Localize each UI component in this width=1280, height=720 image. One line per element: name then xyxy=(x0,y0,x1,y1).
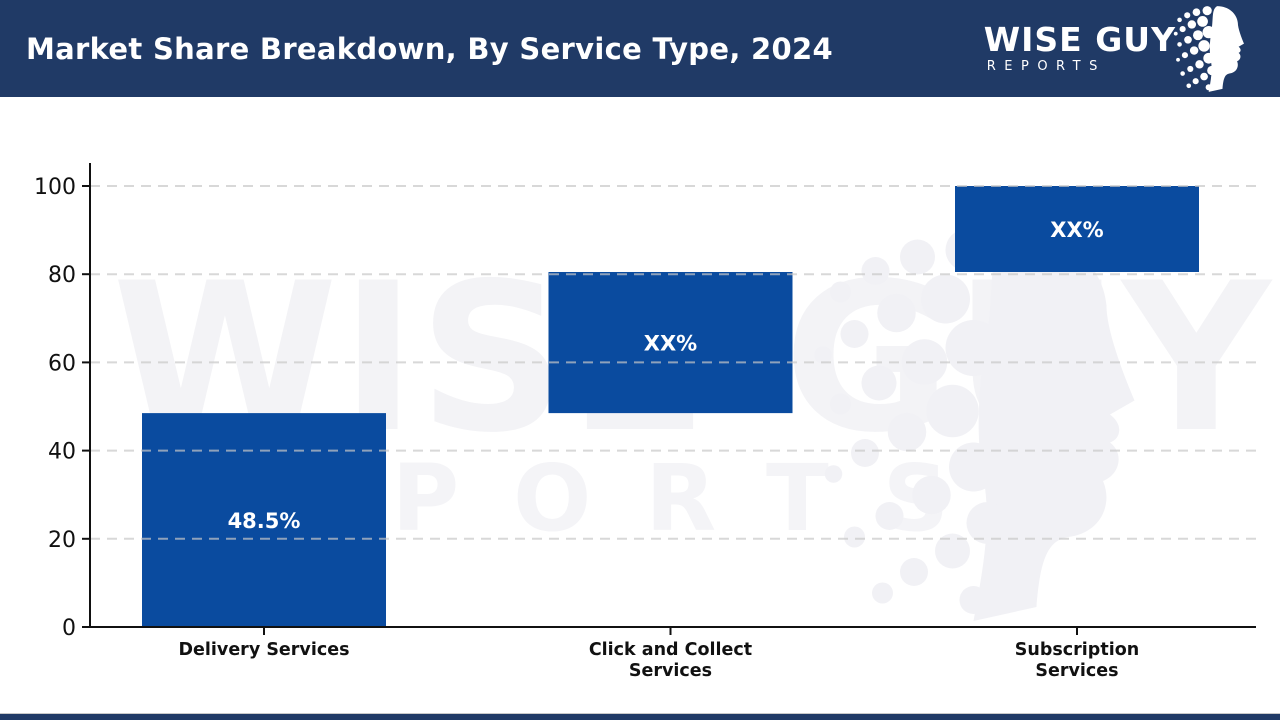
chart-area: WISE GUY REPORTS 0 20 40 60 80 100 48.5% XX% XX%… xyxy=(0,97,1280,714)
dotted-face-icon xyxy=(1168,3,1254,95)
y-tick-label: 40 xyxy=(48,440,76,465)
x-category-label: Services xyxy=(1035,661,1118,681)
logo-text: WISE GUY REPORTS xyxy=(984,23,1176,74)
logo-wordmark: WISE GUY xyxy=(983,20,1176,59)
y-tick-label: 60 xyxy=(48,351,76,376)
bottom-bar xyxy=(0,713,1280,720)
x-category-label: Services xyxy=(629,661,712,681)
y-tick-label: 20 xyxy=(48,528,76,553)
header: Market Share Breakdown, By Service Type,… xyxy=(0,0,1280,97)
y-tick-label: 80 xyxy=(48,263,76,288)
bar-1 xyxy=(548,271,793,414)
waterfall-chart: 0 20 40 60 80 100 48.5% XX% XX% Delivery Services… xyxy=(34,163,1256,681)
bar-label-1: XX% xyxy=(644,332,697,356)
bar-0 xyxy=(142,413,386,627)
x-category-label: Delivery Services xyxy=(179,640,350,660)
wise-guy-logo: WISE GUY REPORTS xyxy=(984,3,1254,95)
page-title: Market Share Breakdown, By Service Type,… xyxy=(26,31,833,66)
y-tick-label: 100 xyxy=(34,175,76,200)
bar-label-2: XX% xyxy=(1050,218,1103,242)
x-category-label: Click and Collect xyxy=(589,640,752,660)
logo-subtitle: REPORTS xyxy=(986,59,1106,74)
x-category-label: Subscription xyxy=(1015,640,1139,660)
bar-label-0: 48.5% xyxy=(228,509,301,533)
y-tick-label: 0 xyxy=(62,616,76,641)
